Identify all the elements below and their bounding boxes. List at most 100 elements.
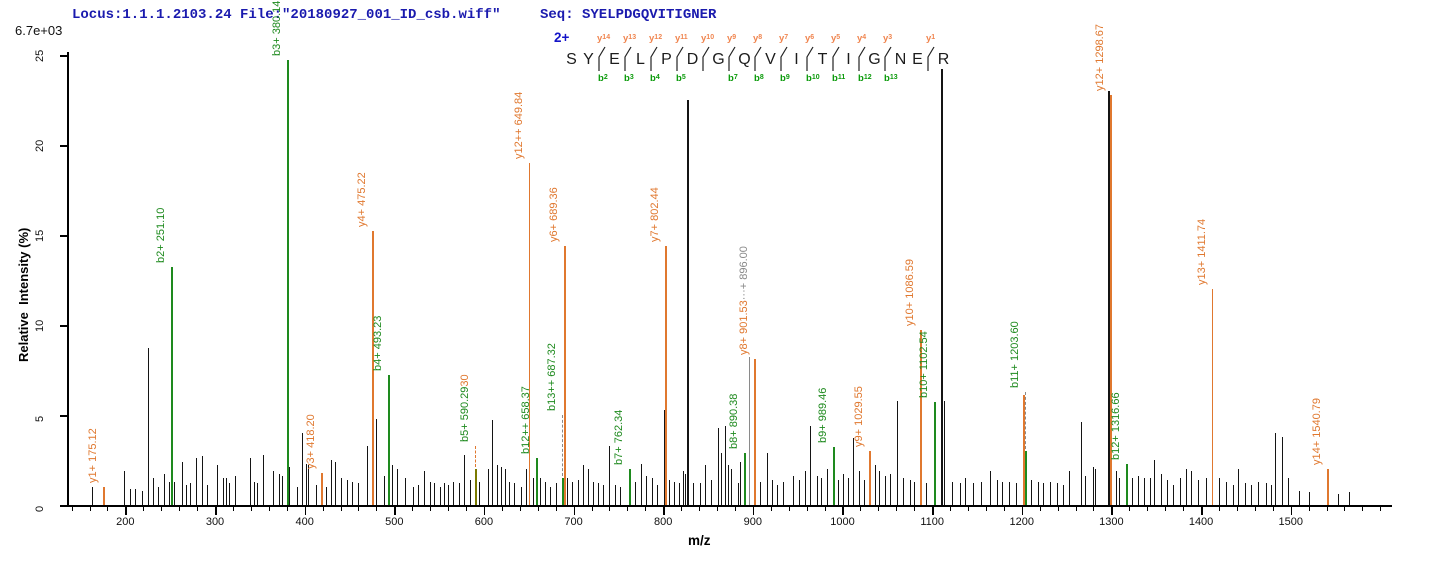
ion-peak-y12++: [528, 163, 531, 505]
y-tick: [60, 325, 67, 327]
ion-peak-y14+: [1327, 469, 1330, 505]
x-minor-tick: [161, 507, 163, 511]
noise-peak: [1237, 469, 1239, 505]
noise-peak: [142, 490, 144, 505]
y-tick-label: 5: [34, 415, 46, 422]
x-tick-label: 1200: [1009, 516, 1035, 528]
noise-peak: [196, 458, 198, 505]
y-ion-seq-label: y6: [805, 33, 815, 44]
y-ion-seq-label: y12: [649, 33, 663, 44]
noise-peak: [157, 487, 159, 505]
fragmentation-slash-icon: [858, 46, 866, 71]
residue-letter: I: [846, 51, 851, 68]
noise-peak: [229, 483, 231, 505]
fragmentation-slash-icon: [598, 46, 606, 71]
x-minor-tick: [734, 507, 736, 511]
noise-peak: [533, 478, 535, 505]
ion-peak-b4+: [388, 375, 391, 505]
noise-peak: [163, 474, 165, 505]
fragmentation-slash-icon: [780, 46, 788, 71]
noise-peak: [903, 478, 905, 505]
unassigned-peak: [687, 100, 690, 505]
b-ion-seq-label: b3: [624, 73, 634, 84]
b-ion-seq-label: b4: [650, 73, 660, 84]
residue-letter: Q: [738, 51, 751, 68]
ion-label-text: y12++ 649.84: [512, 91, 525, 159]
noise-peak: [1056, 483, 1058, 505]
noise-peak: [124, 470, 126, 505]
residue-letter: T: [817, 51, 828, 68]
x-minor-tick: [824, 507, 826, 511]
noise-peak: [1153, 460, 1155, 505]
noise-peak: [555, 483, 557, 505]
y-ion-seq-label: y8: [753, 33, 763, 44]
x-minor-tick: [286, 507, 288, 511]
y-axis-line: [67, 52, 69, 505]
noise-peak: [699, 483, 701, 505]
noise-peak: [367, 445, 369, 505]
noise-peak: [1251, 485, 1253, 505]
x-tick-label: 900: [743, 516, 763, 528]
noise-peak: [1233, 485, 1235, 505]
cleavage-mark: y9 b7: [727, 33, 738, 84]
noise-peak: [571, 481, 573, 505]
noise-peak: [858, 470, 860, 505]
x-minor-tick: [1039, 507, 1041, 511]
x-minor-tick: [717, 507, 718, 511]
ion-peak-y12+: [1110, 94, 1113, 505]
ion-label-text: b12++ 658.37: [520, 386, 533, 455]
ion-peak-b11+: [1025, 451, 1027, 505]
noise-peak: [959, 483, 961, 505]
x-minor-tick: [71, 507, 73, 511]
residue-letter: N: [894, 51, 907, 68]
x-tick-label: 600: [474, 516, 494, 528]
label-leader-line: [475, 445, 477, 467]
noise-peak: [989, 470, 991, 505]
x-minor-tick: [1380, 507, 1382, 511]
y-ion-seq-label: y3: [883, 33, 893, 44]
noise-peak: [740, 461, 742, 505]
cleavage-mark: y7 b9: [779, 33, 790, 84]
ion-label-text: y10+ 1086.59: [904, 259, 917, 327]
noise-peak: [458, 483, 460, 505]
ion-peak-y3+: [320, 472, 323, 505]
noise-peak: [965, 478, 967, 505]
b-ion-seq-label: b13: [884, 73, 898, 84]
noise-peak: [777, 485, 779, 505]
noise-peak: [996, 479, 998, 505]
x-minor-tick: [1057, 507, 1059, 511]
noise-peak: [1138, 476, 1140, 505]
noise-peak: [413, 487, 415, 505]
x-tick-label: 1300: [1099, 516, 1124, 528]
noise-peak: [1092, 467, 1094, 505]
x-tick-label: 1100: [920, 516, 944, 528]
noise-peak: [1206, 478, 1208, 505]
y-tick-label: 10: [34, 319, 46, 332]
x-tick: [304, 507, 307, 515]
x-minor-tick: [430, 507, 432, 511]
y-ion-seq-label: y13: [623, 33, 637, 44]
fragmentation-slash-icon: [754, 46, 762, 71]
noise-peak: [717, 427, 719, 505]
ion-peak-b7+: [629, 469, 632, 505]
ion-label-text: y4+ 475.22: [356, 172, 369, 228]
noise-peak: [1180, 478, 1182, 505]
ion-peak-b3+: [286, 60, 289, 505]
ion-peak-y7+: [665, 245, 668, 505]
y-tick: [60, 235, 67, 237]
noise-peak: [679, 483, 681, 505]
noise-peak: [767, 452, 769, 505]
ion-label-text: b10+ 1102.54: [918, 331, 931, 399]
ion-peak-b9+: [833, 447, 835, 505]
noise-peak: [201, 456, 203, 505]
noise-peak: [249, 458, 251, 505]
ion-label-y13+: y13+ 1411.74: [1196, 219, 1208, 285]
noise-peak: [1338, 494, 1340, 505]
x-tick: [1111, 507, 1113, 515]
noise-peak: [620, 487, 622, 505]
ion-peak-y4+: [372, 231, 374, 505]
noise-peak: [225, 478, 227, 505]
ion-label-y1+: y1+ 175.12: [87, 428, 99, 483]
x-minor-tick: [250, 507, 252, 511]
